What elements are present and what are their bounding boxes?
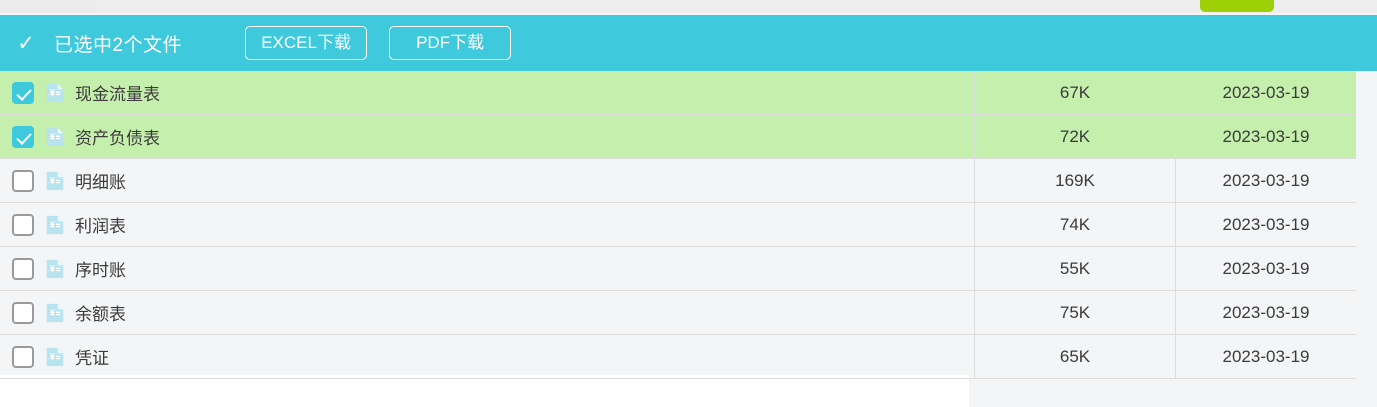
excel-file-icon [46, 259, 64, 278]
file-size-cell: 72K [974, 114, 1176, 159]
check-icon[interactable]: ✓ [17, 31, 35, 55]
row-checkbox[interactable] [12, 301, 34, 324]
row-checkbox-cell[interactable] [0, 158, 44, 203]
file-date-cell: 2023-03-19 [1175, 158, 1356, 203]
primary-action-button-partial[interactable] [1200, 0, 1274, 12]
table-row[interactable]: 现金流量表 67K 2023-03-19 [0, 71, 1356, 115]
file-date-cell: 2023-03-19 [1175, 114, 1356, 159]
file-date-cell: 2023-03-19 [1175, 202, 1356, 247]
file-date-cell: 2023-03-19 [1175, 71, 1356, 115]
file-name-cell[interactable]: 现金流量表 [44, 71, 975, 115]
excel-file-icon [46, 127, 64, 146]
row-checkbox-cell[interactable] [0, 334, 44, 379]
row-checkbox[interactable] [12, 257, 34, 280]
file-size-cell: 74K [974, 202, 1176, 247]
file-name-cell[interactable]: 凭证 [44, 334, 975, 379]
file-list-table: 现金流量表 67K 2023-03-19 资产负债表 72K 2023-03-19 明细账 1… [0, 71, 1356, 379]
top-strip-right-segment [96, 0, 1377, 13]
file-name-cell[interactable]: 利润表 [44, 202, 975, 247]
excel-file-icon [46, 171, 64, 190]
table-row[interactable]: 资产负债表 72K 2023-03-19 [0, 114, 1356, 159]
selection-toolbar: ✓ 已选中2个文件 EXCEL下载 PDF下载 [0, 15, 1377, 71]
table-row[interactable]: 明细账 169K 2023-03-19 [0, 158, 1356, 203]
table-row[interactable]: 凭证 65K 2023-03-19 [0, 334, 1356, 379]
excel-file-icon [46, 83, 64, 102]
file-size-cell: 55K [974, 246, 1176, 291]
file-name-label: 凭证 [75, 349, 109, 368]
file-name-label: 余额表 [75, 305, 126, 324]
table-bottom-filler [0, 375, 969, 407]
selection-count-label: 已选中2个文件 [54, 34, 183, 56]
row-checkbox[interactable] [12, 125, 34, 148]
row-checkbox[interactable] [12, 213, 34, 236]
file-date-cell: 2023-03-19 [1175, 290, 1356, 335]
file-name-label: 资产负债表 [75, 129, 160, 148]
file-name-label: 序时账 [75, 261, 126, 280]
file-name-cell[interactable]: 余额表 [44, 290, 975, 335]
file-size-cell: 75K [974, 290, 1176, 335]
row-checkbox-cell[interactable] [0, 71, 44, 115]
page-top-strip [0, 0, 1377, 15]
row-checkbox[interactable] [12, 345, 34, 368]
row-checkbox-cell[interactable] [0, 114, 44, 159]
row-checkbox[interactable] [12, 169, 34, 192]
file-name-cell[interactable]: 序时账 [44, 246, 975, 291]
file-date-cell: 2023-03-19 [1175, 334, 1356, 379]
excel-download-button[interactable]: EXCEL下载 [245, 26, 368, 60]
file-name-label: 利润表 [75, 217, 126, 236]
row-checkbox-cell[interactable] [0, 202, 44, 247]
excel-file-icon [46, 303, 64, 322]
file-name-label: 明细账 [75, 173, 126, 192]
pdf-download-button[interactable]: PDF下载 [389, 26, 512, 60]
table-row[interactable]: 序时账 55K 2023-03-19 [0, 246, 1356, 291]
file-name-cell[interactable]: 明细账 [44, 158, 975, 203]
file-size-cell: 169K [974, 158, 1176, 203]
row-checkbox[interactable] [12, 81, 34, 104]
file-name-label: 现金流量表 [75, 85, 160, 104]
table-row[interactable]: 余额表 75K 2023-03-19 [0, 290, 1356, 335]
file-size-cell: 65K [974, 334, 1176, 379]
top-strip-left-segment [0, 0, 96, 13]
table-row[interactable]: 利润表 74K 2023-03-19 [0, 202, 1356, 247]
file-size-cell: 67K [974, 71, 1176, 115]
file-name-cell[interactable]: 资产负债表 [44, 114, 975, 159]
excel-file-icon [46, 347, 64, 366]
row-checkbox-cell[interactable] [0, 290, 44, 335]
file-date-cell: 2023-03-19 [1175, 246, 1356, 291]
excel-file-icon [46, 215, 64, 234]
row-checkbox-cell[interactable] [0, 246, 44, 291]
